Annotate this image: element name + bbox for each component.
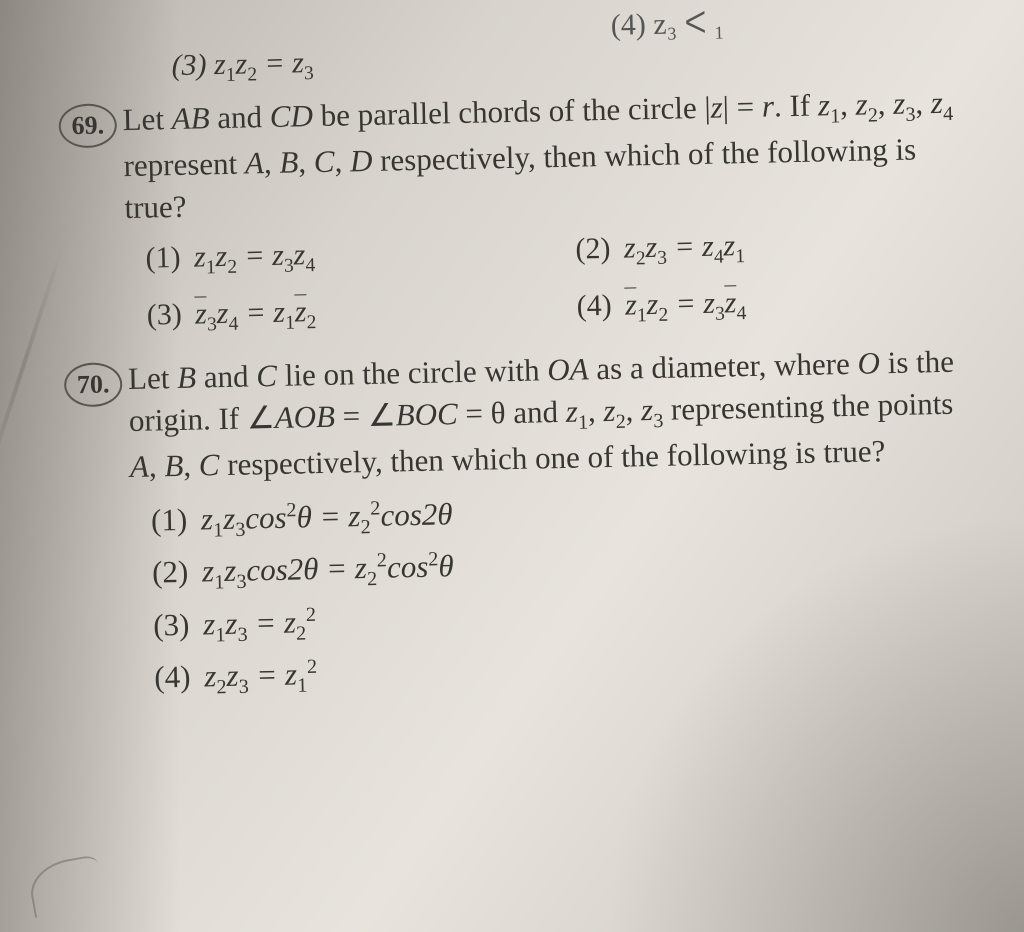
question-number-wrap: 70. <box>58 356 129 407</box>
question-number-circled: 69. <box>58 103 117 148</box>
option-number: (3) <box>146 298 182 332</box>
option-expression: z2z3 = z4z1 <box>624 229 746 265</box>
option-number: (2) <box>152 554 189 590</box>
option-expression: z2z3 = z12 <box>204 656 318 693</box>
option-row: (3) z3z4 = z1z2 (4) z1z2 = z3z4 <box>146 279 981 340</box>
option-number: (2) <box>575 232 611 266</box>
question-number-circled: 70. <box>64 362 123 407</box>
option-expression: z1z2 = z3 <box>214 46 314 81</box>
q69-option-2: (2) z2z3 = z4z1 <box>575 221 980 273</box>
option-row: (1) z1z2 = z3z4 (2) z2z3 = z4z1 <box>145 221 980 282</box>
previous-question-option-3: (3) z1z2 = z3 <box>171 32 976 88</box>
page-content: (4) z₃ ᐸ ₁ (3) z1z2 = z3 69. Let AB and … <box>0 0 1024 932</box>
option-number: (1) <box>145 241 181 275</box>
option-expression: z1z2 = z3z4 <box>194 238 316 274</box>
option-expression: z1z3cos2θ = z22cos2θ <box>201 496 453 536</box>
option-number: (4) <box>154 659 191 695</box>
option-number: (3) <box>153 607 190 643</box>
q69-option-1: (1) z1z2 = z3z4 <box>145 230 576 282</box>
question-69-options: (1) z1z2 = z3z4 (2) z2z3 = z4z1 (3) z3z4… <box>145 221 981 339</box>
option-expression: z3z4 = z1z2 <box>195 295 317 331</box>
q69-option-3: (3) z3z4 = z1z2 <box>146 287 577 339</box>
q69-option-4: (4) z1z2 = z3z4 <box>576 279 981 331</box>
question-69: 69. Let AB and CD be parallel chords of … <box>52 79 979 230</box>
question-number-wrap: 69. <box>52 97 123 148</box>
option-number: (3) <box>171 48 207 82</box>
option-number: (1) <box>151 502 188 538</box>
option-expression: z1z3 = z22 <box>203 604 317 641</box>
question-69-text: Let AB and CD be parallel chords of the … <box>122 79 979 229</box>
option-expression: z1z2 = z3z4 <box>625 286 747 322</box>
question-70-options: (1) z1z3cos2θ = z22cos2θ (2) z1z3cos2θ =… <box>61 478 989 707</box>
question-70: 70. Let B and C lie on the circle with O… <box>58 338 985 489</box>
option-number: (4) <box>576 289 612 323</box>
question-70-text: Let B and C lie on the circle with OA as… <box>128 338 985 488</box>
option-expression: z1z3cos2θ = z22cos2θ <box>202 549 454 589</box>
